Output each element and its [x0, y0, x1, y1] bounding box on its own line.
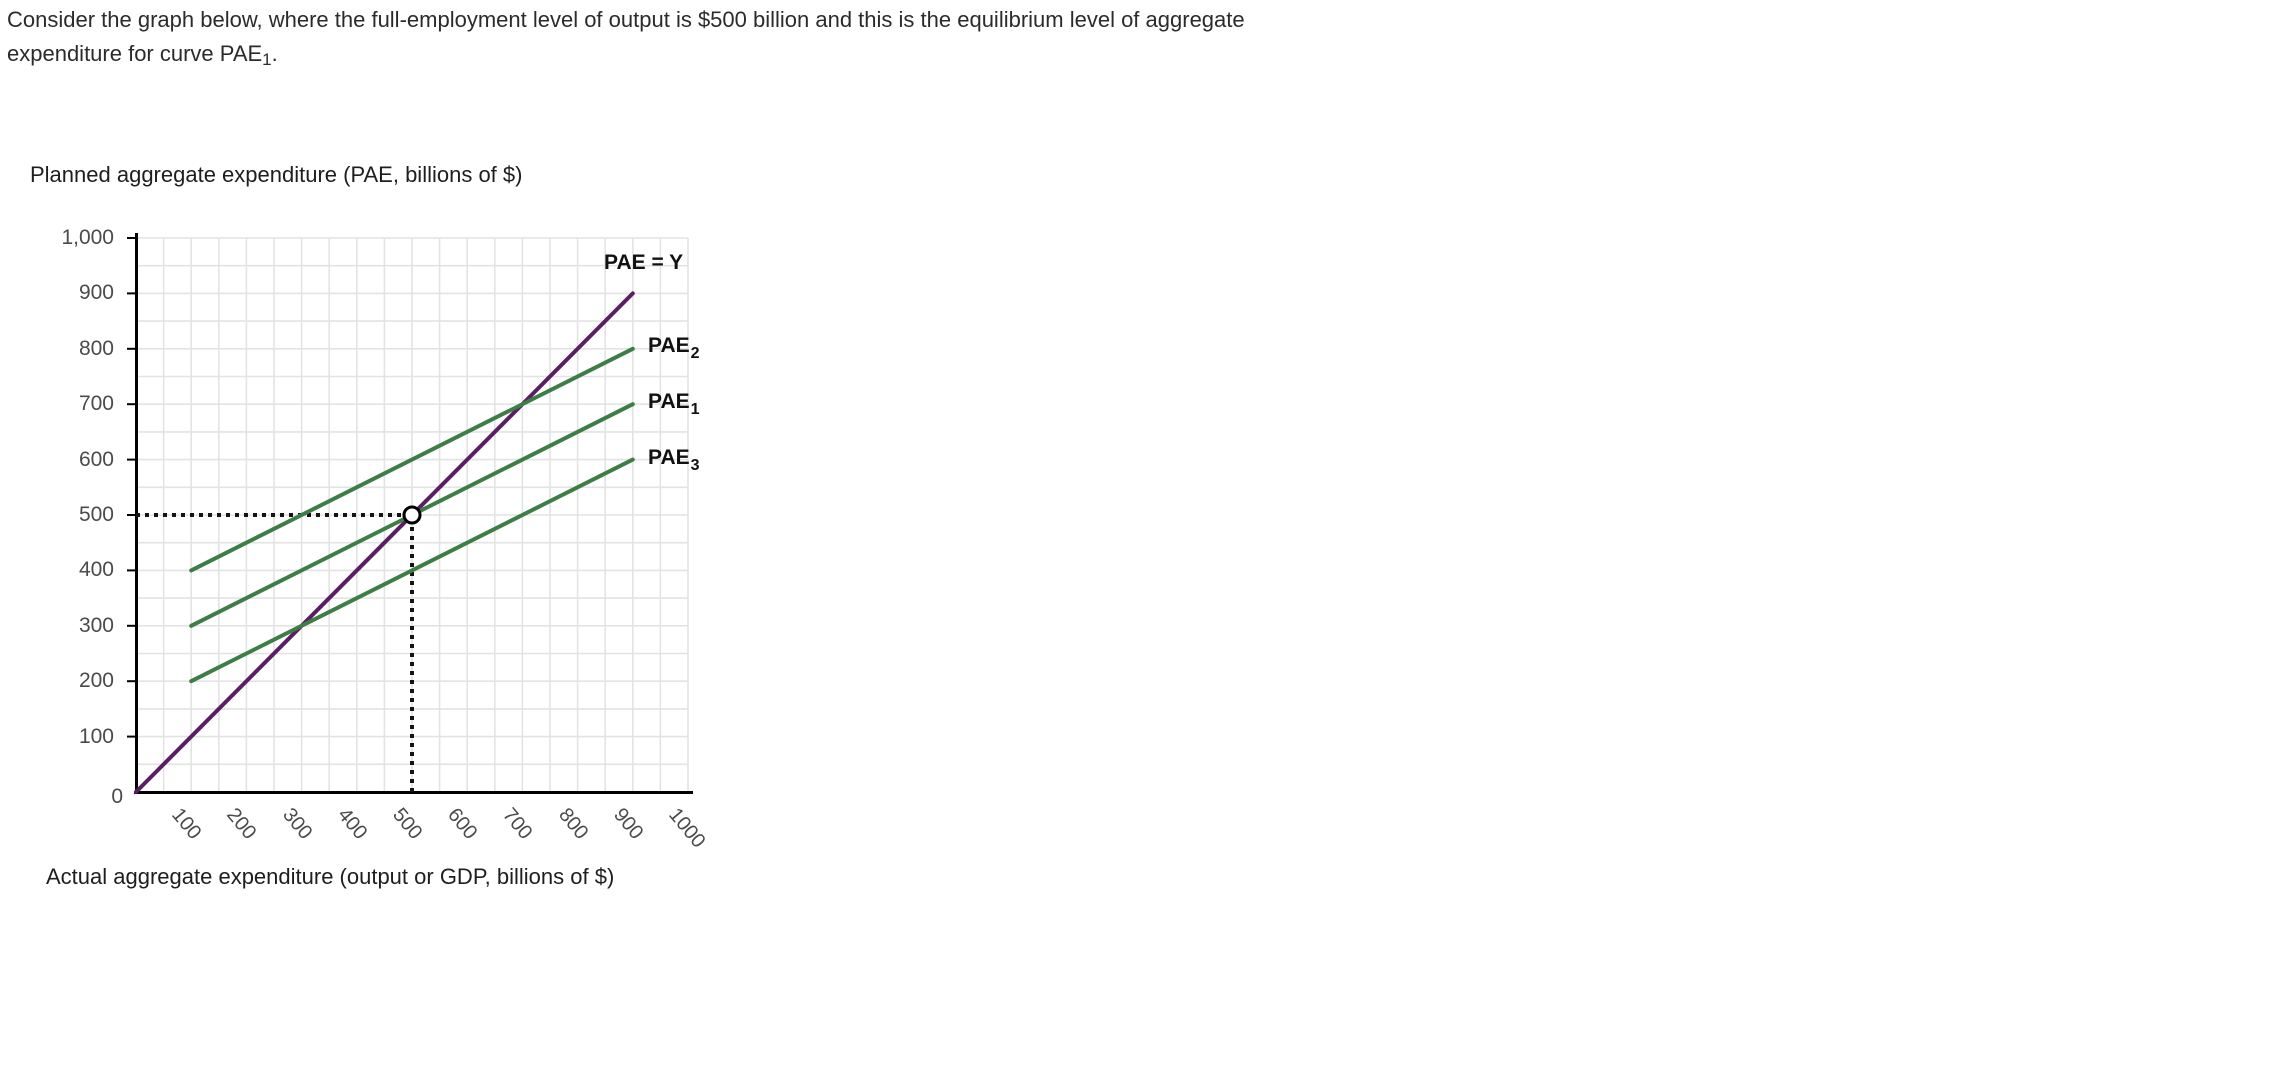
question-line2: expenditure for curve PAE	[7, 41, 263, 66]
chart: 1,000 900 800 700 600 500 400 300 200 100 100 200 30…	[0, 0, 900, 950]
question-text: Consider the graph below, where the full…	[7, 3, 1607, 73]
y-tick-label: 900	[78, 281, 114, 305]
line-label-pae1-main: PAE	[648, 390, 690, 413]
line-label-pae1-sub: 1	[690, 401, 700, 418]
plot-svg	[127, 233, 693, 794]
y-tick-label: 800	[78, 336, 114, 360]
equilibrium-point-marker	[402, 505, 422, 525]
question-line1: Consider the graph below, where the full…	[7, 7, 1245, 32]
line-label-pae1: PAE1	[648, 390, 700, 418]
question-line2-end: .	[271, 41, 278, 66]
line-label-pae2-sub: 2	[690, 345, 700, 362]
y-tick-label: 100	[78, 724, 114, 748]
series-line-pae3	[189, 457, 635, 684]
pae1-subscript: 1	[262, 50, 272, 69]
line-label-pae3-main: PAE	[648, 446, 690, 469]
line-label-pae3-sub: 3	[690, 457, 700, 474]
series-line-identity	[134, 291, 635, 794]
line-label-pae2-main: PAE	[648, 334, 690, 357]
y-tick-label: 200	[78, 669, 114, 693]
y-axis-title: Planned aggregate expenditure (PAE, bill…	[30, 162, 523, 187]
y-tick-label: 300	[78, 613, 114, 637]
y-tick-label: 400	[78, 558, 114, 582]
origin-tick-label: 0	[111, 785, 123, 808]
y-tick-label: 500	[78, 503, 114, 526]
series-line-pae2	[189, 346, 635, 573]
x-axis-title: Actual aggregate expenditure (output or …	[46, 864, 615, 889]
line-label-pae2: PAE2	[648, 334, 700, 362]
line-label-identity: PAE = Y	[604, 251, 684, 274]
line-label-pae3: PAE3	[648, 446, 700, 474]
y-tick-label: 1,000	[61, 226, 114, 249]
y-tick-label: 600	[78, 447, 114, 471]
y-tick-label: 700	[78, 392, 114, 416]
